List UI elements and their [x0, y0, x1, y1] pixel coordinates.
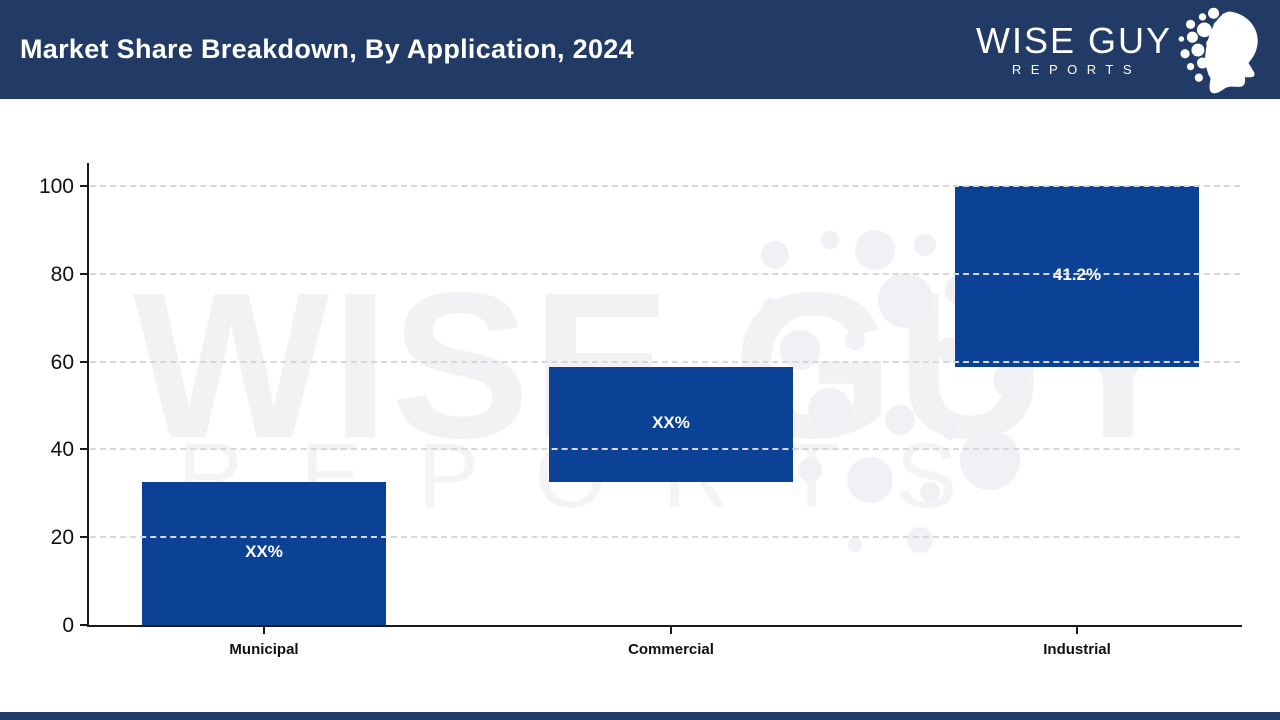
bar-value-label-industrial: 41.2%: [1052, 265, 1102, 285]
x-tick-industrial: [1076, 627, 1078, 634]
watermark-dot: [845, 330, 865, 350]
watermark-dot: [942, 424, 958, 440]
y-tick-label-40: 40: [50, 438, 74, 462]
watermark-dot: [907, 527, 933, 553]
watermark-dot: [914, 234, 936, 256]
x-axis-line: [87, 625, 1242, 627]
watermark-dot: [877, 272, 933, 328]
bar-commercial: XX%: [549, 366, 793, 482]
y-tick-label-0: 0: [62, 614, 74, 637]
y-tick-label-20: 20: [50, 526, 74, 550]
watermark-dot: [920, 482, 940, 502]
y-tick-60: [80, 360, 87, 363]
bar-municipal: XX%: [142, 481, 386, 625]
watermark-dot: [960, 430, 1020, 490]
footer-bar: [0, 712, 1280, 720]
y-tick-20: [80, 536, 87, 539]
x-tick-municipal: [263, 627, 265, 634]
x-label-municipal: Municipal: [229, 641, 299, 658]
wiseguy-logo-text: WISE GUY REPORTS: [975, 19, 1172, 77]
y-tick-label-60: 60: [50, 350, 74, 374]
gridline-40: [90, 448, 1240, 451]
y-tick-40: [80, 448, 87, 451]
watermark-dot: [855, 230, 895, 270]
watermark-dot: [808, 388, 852, 432]
gridline-80: [90, 272, 1240, 275]
y-tick-label-100: 100: [38, 175, 74, 198]
page-title: Market Share Breakdown, By Application, …: [20, 34, 634, 64]
header-bar: Market Share Breakdown, By Application, …: [0, 0, 1280, 99]
bar-value-label-commercial: XX%: [652, 413, 690, 433]
y-tick-100: [80, 185, 87, 187]
y-axis-line: [87, 163, 89, 627]
x-label-industrial: Industrial: [1043, 641, 1111, 658]
watermark-dot: [992, 362, 1028, 398]
gridline-100: [90, 185, 1240, 187]
watermark-dot: [847, 457, 893, 503]
y-tick-label-80: 80: [50, 262, 74, 286]
y-tick-0: [80, 624, 87, 626]
watermark-dot: [821, 231, 839, 249]
bar-industrial: 41.2%: [955, 186, 1199, 367]
watermark-dot: [848, 538, 862, 552]
wiseguy-face-icon: [1178, 7, 1258, 93]
x-label-commercial: Commercial: [628, 641, 714, 658]
x-tick-commercial: [670, 627, 672, 634]
gridline-60: [90, 360, 1240, 363]
gridline-20: [90, 536, 1240, 539]
watermark-dot: [798, 458, 822, 482]
watermark-dot: [885, 405, 915, 435]
y-tick-80: [80, 272, 87, 275]
wiseguy-logo-subtitle: REPORTS: [1011, 61, 1142, 77]
wiseguy-logo-name: WISE GUY: [975, 19, 1172, 61]
watermark-dot: [780, 330, 820, 370]
watermark-dot: [763, 298, 777, 312]
watermark-dot: [761, 241, 789, 269]
wiseguy-logo: WISE GUY REPORTS: [976, 0, 1266, 99]
bar-value-label-municipal: XX%: [245, 542, 283, 562]
